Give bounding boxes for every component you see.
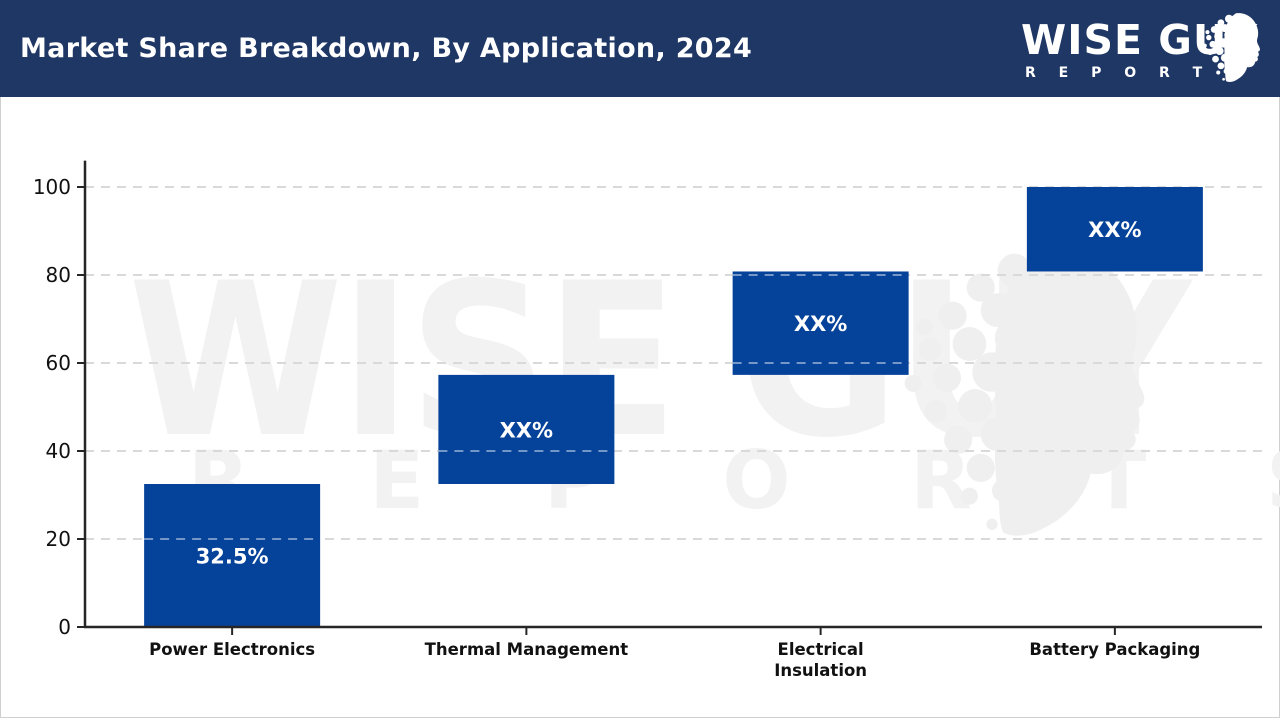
head-dot: [1217, 19, 1225, 27]
head-dot: [1250, 22, 1256, 29]
bar-segment: [144, 484, 321, 627]
page-title: Market Share Breakdown, By Application, …: [20, 33, 753, 64]
header-bar: Market Share Breakdown, By Application, …: [0, 0, 1280, 97]
brand-logo: WISE GUY R E P O R T S: [1021, 12, 1266, 92]
head-dot: [1226, 61, 1234, 68]
head-dot: [1206, 34, 1212, 41]
head-dot: [1235, 59, 1242, 65]
head-dot: [1223, 68, 1229, 74]
brand-subname: R E P O R T S: [1025, 65, 1245, 81]
head-dot: [1212, 55, 1219, 63]
head-dot: [1231, 53, 1238, 60]
head-dot: [1220, 53, 1229, 62]
y-tick-label: 80: [46, 263, 71, 287]
head-dot: [1207, 49, 1213, 56]
y-tick-label: 0: [58, 615, 71, 639]
head-dot: [1243, 16, 1250, 24]
category-label: Insulation: [774, 661, 867, 680]
category-label: Battery Packaging: [1029, 640, 1200, 659]
head-dot: [1216, 70, 1221, 75]
head-dot: [1229, 22, 1240, 32]
head-dot: [1230, 67, 1236, 73]
head-dot: [1233, 77, 1236, 81]
head-dot: [1240, 39, 1248, 47]
head-dot: [1214, 32, 1223, 41]
head-dot: [1239, 25, 1248, 34]
head-dot: [1205, 30, 1210, 35]
head-dot: [1230, 38, 1239, 47]
head-dot: [1233, 71, 1238, 76]
y-tick-label: 60: [46, 351, 71, 375]
category-label: Power Electronics: [149, 640, 315, 659]
y-tick-label: 100: [33, 175, 71, 199]
y-tick-label: 20: [46, 527, 71, 551]
head-dot: [1222, 77, 1225, 81]
head-dot: [1224, 14, 1234, 23]
logo-head-icon: [1202, 13, 1260, 82]
category-label: Electrical: [778, 640, 864, 659]
head-dot: [1235, 14, 1242, 21]
head-dot: [1202, 43, 1207, 48]
head-dot: [1235, 32, 1244, 41]
category-label: Thermal Management: [425, 640, 629, 659]
bar-value-label: XX%: [1088, 218, 1141, 242]
head-dot: [1215, 46, 1224, 56]
head-dot: [1210, 26, 1218, 33]
head-dot: [1239, 53, 1244, 58]
head-dot: [1225, 74, 1230, 79]
head-dot: [1224, 30, 1234, 40]
head-dot: [1246, 32, 1252, 38]
head-dot: [1220, 24, 1229, 33]
bar-segment: [438, 374, 615, 484]
head-dot: [1237, 46, 1243, 53]
bar-segment: [732, 271, 909, 375]
bar-value-label: XX%: [500, 418, 553, 442]
bar-value-label: XX%: [794, 312, 847, 336]
head-dot: [1209, 40, 1217, 48]
head-dot: [1218, 38, 1229, 48]
head-dot: [1244, 46, 1249, 51]
head-dot: [1217, 62, 1225, 70]
bar-value-label: 32.5%: [196, 545, 269, 569]
y-tick-label: 40: [46, 439, 71, 463]
head-dot: [1226, 45, 1235, 54]
